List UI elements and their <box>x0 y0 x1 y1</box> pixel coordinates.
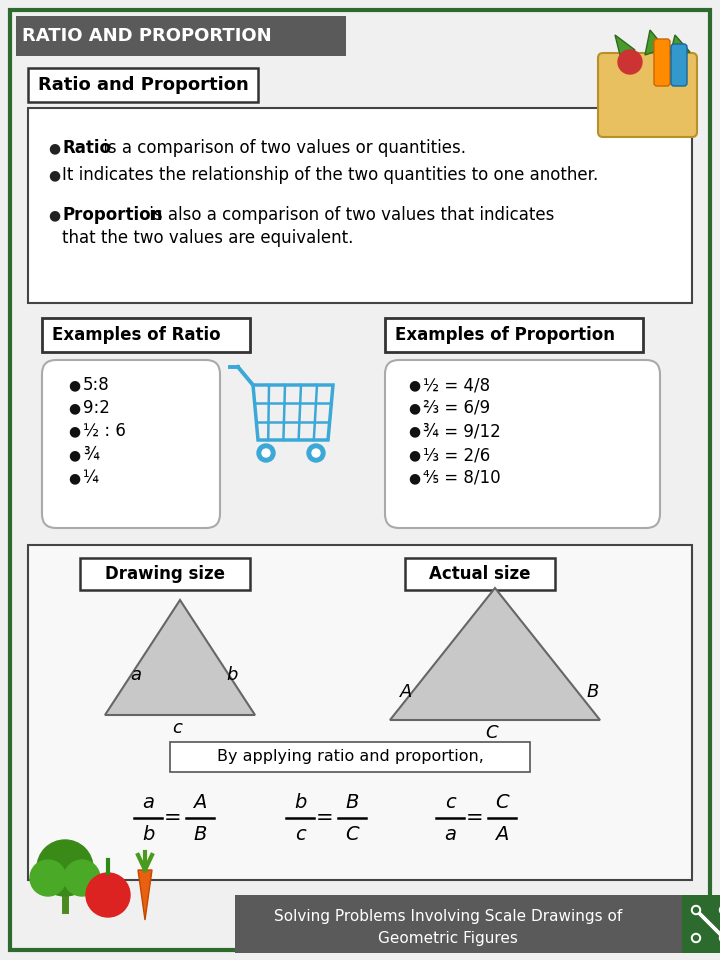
Polygon shape <box>138 870 152 920</box>
Polygon shape <box>615 35 635 55</box>
Circle shape <box>618 50 642 74</box>
FancyBboxPatch shape <box>598 53 697 137</box>
Text: ●: ● <box>408 424 420 438</box>
Text: b: b <box>294 794 306 812</box>
Circle shape <box>691 905 701 915</box>
Circle shape <box>691 933 701 943</box>
Text: ●: ● <box>68 378 80 392</box>
Text: Proportion: Proportion <box>62 206 163 224</box>
Text: =: = <box>466 808 484 828</box>
Polygon shape <box>670 35 690 55</box>
Text: ●: ● <box>48 168 60 182</box>
Text: a: a <box>130 666 141 684</box>
Text: B: B <box>587 683 599 701</box>
Text: ¾ = 9/12: ¾ = 9/12 <box>423 422 500 440</box>
Text: ¾: ¾ <box>83 446 99 464</box>
Bar <box>42 318 250 352</box>
Text: ⅘ = 8/10: ⅘ = 8/10 <box>423 469 500 487</box>
Text: b: b <box>226 666 238 684</box>
Text: b: b <box>142 826 154 845</box>
Text: is also a comparison of two values that indicates: is also a comparison of two values that … <box>144 206 554 224</box>
Text: C: C <box>345 826 359 845</box>
Text: B: B <box>193 826 207 845</box>
Text: c: c <box>294 826 305 845</box>
Text: a: a <box>142 794 154 812</box>
Bar <box>28 545 692 880</box>
Text: =: = <box>316 808 334 828</box>
Text: ●: ● <box>68 471 80 485</box>
Text: ●: ● <box>408 471 420 485</box>
Text: Geometric Figures: Geometric Figures <box>378 930 518 946</box>
Text: ½ : 6: ½ : 6 <box>83 422 126 440</box>
Circle shape <box>307 444 325 462</box>
Text: =: = <box>164 808 182 828</box>
Text: A: A <box>400 683 413 701</box>
Text: A: A <box>495 826 509 845</box>
Text: ●: ● <box>408 401 420 415</box>
Circle shape <box>262 449 270 457</box>
Text: ●: ● <box>48 208 60 222</box>
Bar <box>16 16 346 56</box>
Circle shape <box>257 444 275 462</box>
Text: Drawing size: Drawing size <box>105 565 225 583</box>
Text: C: C <box>486 724 498 742</box>
Text: c: c <box>172 719 182 737</box>
Text: Actual size: Actual size <box>429 565 531 583</box>
Text: Examples of Proportion: Examples of Proportion <box>395 326 615 344</box>
Circle shape <box>37 840 93 896</box>
Circle shape <box>693 907 698 913</box>
Text: Ratio and Proportion: Ratio and Proportion <box>38 76 248 94</box>
Text: ●: ● <box>68 448 80 462</box>
FancyBboxPatch shape <box>385 360 660 528</box>
Text: ●: ● <box>68 424 80 438</box>
Text: It indicates the relationship of the two quantities to one another.: It indicates the relationship of the two… <box>62 166 598 184</box>
Circle shape <box>312 449 320 457</box>
Circle shape <box>86 873 130 917</box>
Text: B: B <box>346 794 359 812</box>
Text: 9:2: 9:2 <box>83 399 110 417</box>
Polygon shape <box>645 30 665 55</box>
FancyBboxPatch shape <box>42 360 220 528</box>
Bar <box>405 558 555 590</box>
Bar <box>170 742 530 772</box>
Text: Examples of Ratio: Examples of Ratio <box>52 326 220 344</box>
Polygon shape <box>390 588 600 720</box>
Circle shape <box>693 935 698 941</box>
Bar <box>682 895 720 953</box>
Bar <box>235 895 682 953</box>
Text: ½ = 4/8: ½ = 4/8 <box>423 376 490 394</box>
Text: By applying ratio and proportion,: By applying ratio and proportion, <box>217 750 483 764</box>
Text: C: C <box>495 794 509 812</box>
Text: 5:8: 5:8 <box>83 376 109 394</box>
Text: Solving Problems Involving Scale Drawings of: Solving Problems Involving Scale Drawing… <box>274 908 622 924</box>
Text: ●: ● <box>48 141 60 155</box>
Text: ●: ● <box>408 378 420 392</box>
Bar <box>385 318 643 352</box>
Text: ●: ● <box>68 401 80 415</box>
Text: c: c <box>445 794 455 812</box>
Bar <box>28 68 258 102</box>
Text: ⅓ = 2/6: ⅓ = 2/6 <box>423 446 490 464</box>
FancyBboxPatch shape <box>671 44 687 86</box>
Text: a: a <box>444 826 456 845</box>
Polygon shape <box>105 600 255 715</box>
Bar <box>28 108 692 303</box>
Text: ●: ● <box>408 448 420 462</box>
Text: is a comparison of two values or quantities.: is a comparison of two values or quantit… <box>98 139 466 157</box>
Circle shape <box>64 860 100 896</box>
Text: A: A <box>193 794 207 812</box>
Text: that the two values are equivalent.: that the two values are equivalent. <box>62 229 354 247</box>
Text: Ratio: Ratio <box>62 139 111 157</box>
Text: ⅔ = 6/9: ⅔ = 6/9 <box>423 399 490 417</box>
Text: RATIO AND PROPORTION: RATIO AND PROPORTION <box>22 27 271 45</box>
Text: ¼: ¼ <box>83 469 99 487</box>
FancyBboxPatch shape <box>654 39 670 86</box>
Bar <box>80 558 250 590</box>
Circle shape <box>30 860 66 896</box>
